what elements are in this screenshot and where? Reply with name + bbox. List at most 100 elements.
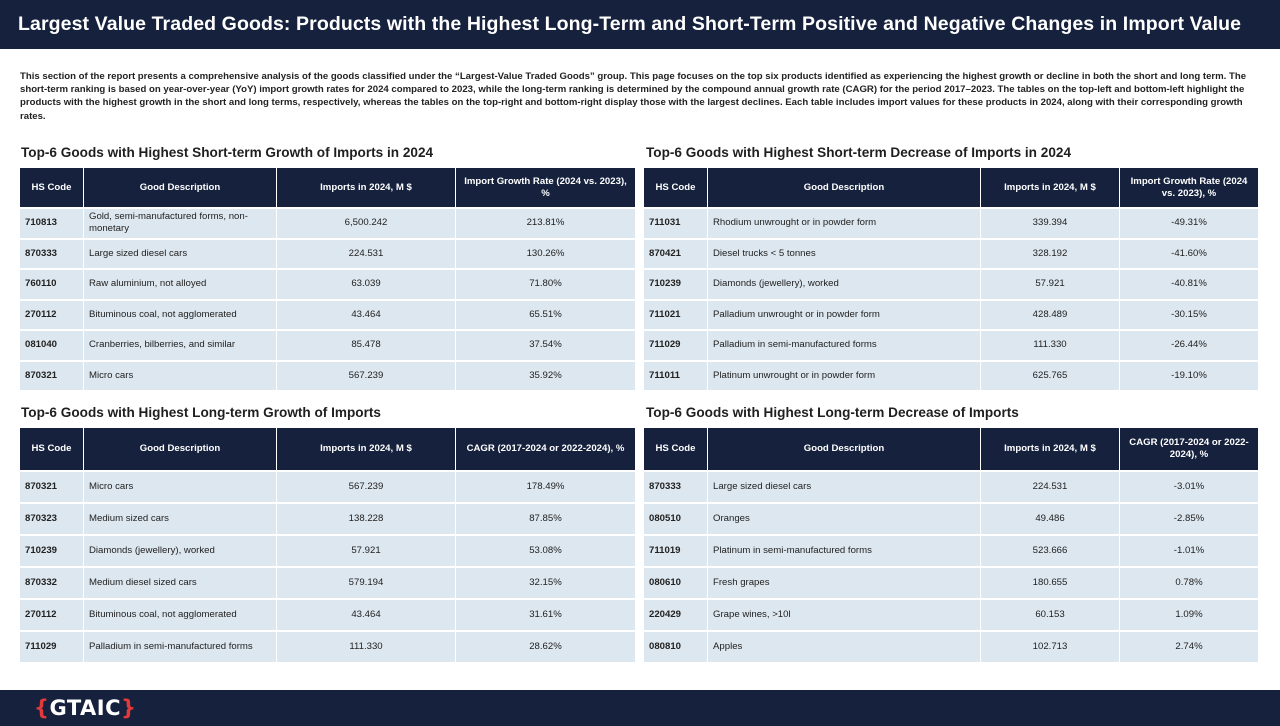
good-description-cell: Diesel trucks < 5 tonnes — [708, 237, 981, 268]
imports-cell: 180.655 — [981, 566, 1120, 598]
growth-rate-cell: 130.26% — [456, 237, 635, 268]
growth-rate-cell: 0.78% — [1120, 566, 1258, 598]
table-row: 710239 Diamonds (jewellery), worked 57.921… — [20, 534, 635, 566]
table-row: 080810 Apples 102.713 2.74% — [644, 630, 1258, 662]
table-row: 080510 Oranges 49.486 -2.85% — [644, 502, 1258, 534]
table-header-row: HS Code Good Description Imports in 2024, … — [20, 168, 635, 207]
growth-rate-cell: -30.15% — [1120, 298, 1258, 329]
hs-code-cell: 870323 — [20, 502, 84, 534]
good-description-cell: Diamonds (jewellery), worked — [84, 534, 277, 566]
imports-cell: 102.713 — [981, 630, 1120, 662]
imports-header: Imports in 2024, M $ — [277, 168, 456, 207]
table-row: 080610 Fresh grapes 180.655 0.78% — [644, 566, 1258, 598]
good-description-cell: Bituminous coal, not agglomerated — [84, 598, 277, 630]
growth-rate-cell: 37.54% — [456, 329, 635, 360]
intro-paragraph: This section of the report presents a co… — [20, 71, 1247, 122]
table-row: 270112 Bituminous coal, not agglomerated 4… — [20, 598, 635, 630]
table-row: 870321 Micro cars 567.239 178.49% — [20, 470, 635, 502]
imports-cell: 625.765 — [981, 359, 1120, 390]
imports-cell: 60.153 — [981, 598, 1120, 630]
table-row: 711019 Platinum in semi-manufactured form… — [644, 534, 1258, 566]
st-growth-table: HS Code Good Description Imports in 2024, … — [20, 168, 635, 390]
growth-rate-cell: 178.49% — [456, 470, 635, 502]
good-description-cell: Cranberries, bilberries, and similar — [84, 329, 277, 360]
table-row: 711029 Palladium in semi-manufactured for… — [20, 630, 635, 662]
hs-code-cell: 760110 — [20, 268, 84, 299]
good-description-cell: Bituminous coal, not agglomerated — [84, 298, 277, 329]
hs-code-header: HS Code — [644, 428, 708, 470]
good-description-cell: Diamonds (jewellery), worked — [708, 268, 981, 299]
imports-cell: 328.192 — [981, 237, 1120, 268]
table-row: 870333 Large sized diesel cars 224.531 -3.0… — [644, 470, 1258, 502]
growth-rate-cell: -26.44% — [1120, 329, 1258, 360]
table-row: 711029 Palladium in semi-manufactured for… — [644, 329, 1258, 360]
good-description-cell: Medium sized cars — [84, 502, 277, 534]
growth-rate-cell: -40.81% — [1120, 268, 1258, 299]
growth-rate-cell: 35.92% — [456, 359, 635, 390]
good-description-cell: Gold, semi-manufactured forms, non-monet… — [84, 207, 277, 238]
good-description-cell: Grape wines, >10l — [708, 598, 981, 630]
good-description-cell: Large sized diesel cars — [84, 237, 277, 268]
good-description-cell: Medium diesel sized cars — [84, 566, 277, 598]
hs-code-cell: 711031 — [644, 207, 708, 238]
good-description-header: Good Description — [708, 428, 981, 470]
good-description-cell: Micro cars — [84, 470, 277, 502]
good-description-header: Good Description — [708, 168, 981, 207]
growth-rate-cell: -1.01% — [1120, 534, 1258, 566]
table-row: 220429 Grape wines, >10l 60.153 1.09% — [644, 598, 1258, 630]
lt-growth-table: HS Code Good Description Imports in 2024, … — [20, 428, 635, 662]
imports-header: Imports in 2024, M $ — [981, 428, 1120, 470]
imports-cell: 49.486 — [981, 502, 1120, 534]
good-description-cell: Micro cars — [84, 359, 277, 390]
imports-cell: 224.531 — [981, 470, 1120, 502]
imports-cell: 224.531 — [277, 237, 456, 268]
good-description-cell: Platinum unwrought or in powder form — [708, 359, 981, 390]
hs-code-cell: 710239 — [644, 268, 708, 299]
imports-cell: 111.330 — [277, 630, 456, 662]
table-row: 711021 Palladium unwrought or in powder f… — [644, 298, 1258, 329]
hs-code-cell: 220429 — [644, 598, 708, 630]
table-header-row: HS Code Good Description Imports in 2024, … — [20, 428, 635, 470]
growth-rate-header: CAGR (2017-2024 or 2022-2024), % — [456, 428, 635, 470]
growth-rate-cell: 31.61% — [456, 598, 635, 630]
lt-growth-title: Top-6 Goods with Highest Long-term Growt… — [21, 405, 381, 420]
hs-code-cell: 710813 — [20, 207, 84, 238]
st-decrease-table: HS Code Good Description Imports in 2024, … — [644, 168, 1258, 390]
growth-rate-cell: 87.85% — [456, 502, 635, 534]
hs-code-header: HS Code — [20, 168, 84, 207]
table-row: 870332 Medium diesel sized cars 579.194 32.… — [20, 566, 635, 598]
logo-close-brace: } — [121, 696, 137, 720]
table-row: 710239 Diamonds (jewellery), worked 57.921… — [644, 268, 1258, 299]
hs-code-cell: 870333 — [20, 237, 84, 268]
gtaic-logo: {GTAIC} — [34, 696, 136, 720]
hs-code-header: HS Code — [20, 428, 84, 470]
growth-rate-header: Import Growth Rate (2024 vs. 2023), % — [1120, 168, 1258, 207]
growth-rate-cell: 28.62% — [456, 630, 635, 662]
growth-rate-cell: 53.08% — [456, 534, 635, 566]
logo-open-brace: { — [34, 696, 50, 720]
good-description-cell: Large sized diesel cars — [708, 470, 981, 502]
hs-code-cell: 080810 — [644, 630, 708, 662]
table-row: 711031 Rhodium unwrought or in powder for… — [644, 207, 1258, 238]
imports-cell: 339.394 — [981, 207, 1120, 238]
growth-rate-cell: 2.74% — [1120, 630, 1258, 662]
page-header: Largest Value Traded Goods: Products wit… — [0, 0, 1280, 49]
imports-cell: 138.228 — [277, 502, 456, 534]
good-description-cell: Palladium unwrought or in powder form — [708, 298, 981, 329]
growth-rate-cell: 1.09% — [1120, 598, 1258, 630]
hs-code-cell: 710239 — [20, 534, 84, 566]
imports-cell: 57.921 — [277, 534, 456, 566]
growth-rate-cell: -41.60% — [1120, 237, 1258, 268]
st-growth-title: Top-6 Goods with Highest Short-term Grow… — [21, 145, 434, 160]
good-description-header: Good Description — [84, 428, 277, 470]
good-description-header: Good Description — [84, 168, 277, 207]
growth-rate-cell: -2.85% — [1120, 502, 1258, 534]
good-description-cell: Palladium in semi-manufactured forms — [84, 630, 277, 662]
lt-decrease-table: HS Code Good Description Imports in 2024, … — [644, 428, 1258, 662]
good-description-cell: Fresh grapes — [708, 566, 981, 598]
table-row: 270112 Bituminous coal, not agglomerated 4… — [20, 298, 635, 329]
imports-cell: 523.666 — [981, 534, 1120, 566]
hs-code-cell: 270112 — [20, 298, 84, 329]
imports-cell: 57.921 — [981, 268, 1120, 299]
hs-code-cell: 711021 — [644, 298, 708, 329]
